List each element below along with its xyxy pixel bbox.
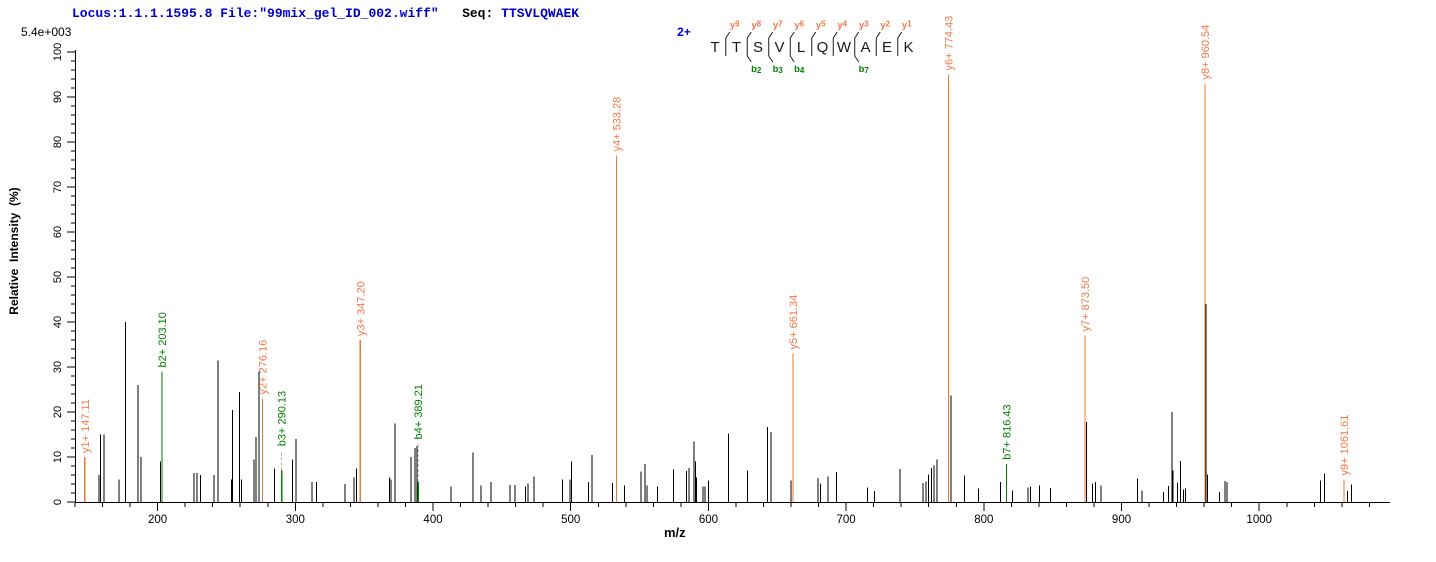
y-ion-hook	[897, 31, 903, 39]
fragment-peak-label: y5+ 661.34	[788, 295, 800, 350]
x-tick-label: 800	[974, 514, 993, 526]
y-tick-label: 80	[52, 136, 64, 148]
fragment-peak-label: y1+ 147.11	[80, 399, 92, 453]
y-ion-hook	[768, 31, 774, 39]
x-tick-label: 1000	[1246, 514, 1272, 526]
y-ion-tag: y1	[902, 20, 912, 32]
b-ion-tag: b3	[773, 64, 784, 75]
b-ion-tag: b4	[794, 64, 805, 75]
header-line: Locus:1.1.1.1595.8 File:"99mix_gel_ID_00…	[72, 6, 579, 21]
fragment-peak-label: b7+ 816.43	[1001, 404, 1013, 459]
residue-letter: A	[860, 39, 870, 56]
fragment-peak-label: b4+ 389.21	[413, 384, 425, 439]
fragment-peak-label: y3+ 347.20	[355, 281, 367, 336]
y-tick-label: 20	[52, 406, 64, 418]
residue-letter: V	[774, 39, 784, 56]
y-tick-label: 90	[52, 91, 64, 103]
fragment-peak-label: b2+ 203.10	[157, 312, 169, 367]
y-ion-tag: y6	[794, 20, 804, 32]
x-tick-label: 900	[1112, 514, 1131, 526]
residue-letter: E	[882, 39, 892, 56]
locus-file-text: Locus:1.1.1.1595.8 File:"99mix_gel_ID_00…	[72, 6, 439, 21]
residue-letter: S	[753, 39, 763, 56]
b-ion-hook	[854, 55, 860, 63]
residue-letter: K	[903, 39, 913, 56]
y-ion-hook	[875, 31, 881, 39]
seq-value: TTSVLQWAEK	[501, 6, 580, 21]
y-tick-label: 30	[52, 361, 64, 373]
y-ion-tag: y7	[773, 20, 783, 32]
intensity-full-scale-label: 5.4e+003	[21, 25, 72, 39]
x-tick-label: 600	[699, 514, 718, 526]
y-tick-label: 70	[52, 181, 64, 193]
fragment-peak-label: y6+ 774.43	[944, 16, 956, 71]
y-ion-hook	[789, 31, 795, 39]
y-tick-label: 40	[52, 316, 64, 328]
residue-letter: Q	[817, 39, 829, 56]
b-ion-hook	[789, 55, 795, 63]
y-ion-hook	[725, 31, 731, 39]
residue-letter: T	[732, 39, 741, 56]
x-tick-label: 500	[561, 514, 580, 526]
b-ion-hook	[746, 55, 752, 63]
b-ion-tag: b2	[751, 64, 762, 75]
y-ion-hook	[746, 31, 752, 39]
y-ion-tag: y3	[859, 20, 869, 32]
y-ion-tag: y4	[837, 20, 847, 32]
y-ion-tag: y5	[816, 20, 826, 32]
residue-letter: L	[797, 39, 805, 56]
y-ion-hook	[854, 31, 860, 39]
fragment-peak-label: b3+ 290.13	[277, 391, 289, 446]
x-tick-label: 400	[423, 514, 442, 526]
y-tick-label: 50	[52, 271, 64, 283]
y-ion-hook	[832, 31, 838, 39]
y-tick-label: 100	[52, 43, 64, 61]
y-tick-label: 60	[52, 226, 64, 238]
y-tick-label: 10	[52, 451, 64, 463]
precursor-charge-label: 2+	[677, 25, 691, 39]
y-ion-tag: y8	[751, 20, 761, 32]
fragment-peak-label: y9+ 1061.61	[1339, 415, 1351, 476]
y-ion-tag: y2	[880, 20, 890, 32]
x-tick-label: 700	[837, 514, 856, 526]
b-ion-tag: b7	[859, 64, 870, 75]
fragment-peak-label: y4+ 533.28	[612, 97, 624, 152]
y-tick-label: 0	[52, 499, 64, 505]
fragment-peak-label: y7+ 873.50	[1080, 277, 1092, 332]
residue-letter: T	[710, 39, 719, 56]
x-tick-label: 200	[148, 514, 167, 526]
x-axis-title: m/z	[664, 525, 686, 540]
residue-letter: W	[837, 39, 852, 56]
x-tick-label: 300	[286, 514, 305, 526]
y-ion-tag: y9	[730, 20, 740, 32]
b-ion-hook	[768, 55, 774, 63]
seq-label: Seq:	[462, 6, 502, 21]
fragment-peak-label: y8+ 960.54	[1200, 25, 1212, 80]
y-ion-hook	[811, 31, 817, 39]
fragment-peak-label: y2+ 276.16	[257, 340, 269, 395]
